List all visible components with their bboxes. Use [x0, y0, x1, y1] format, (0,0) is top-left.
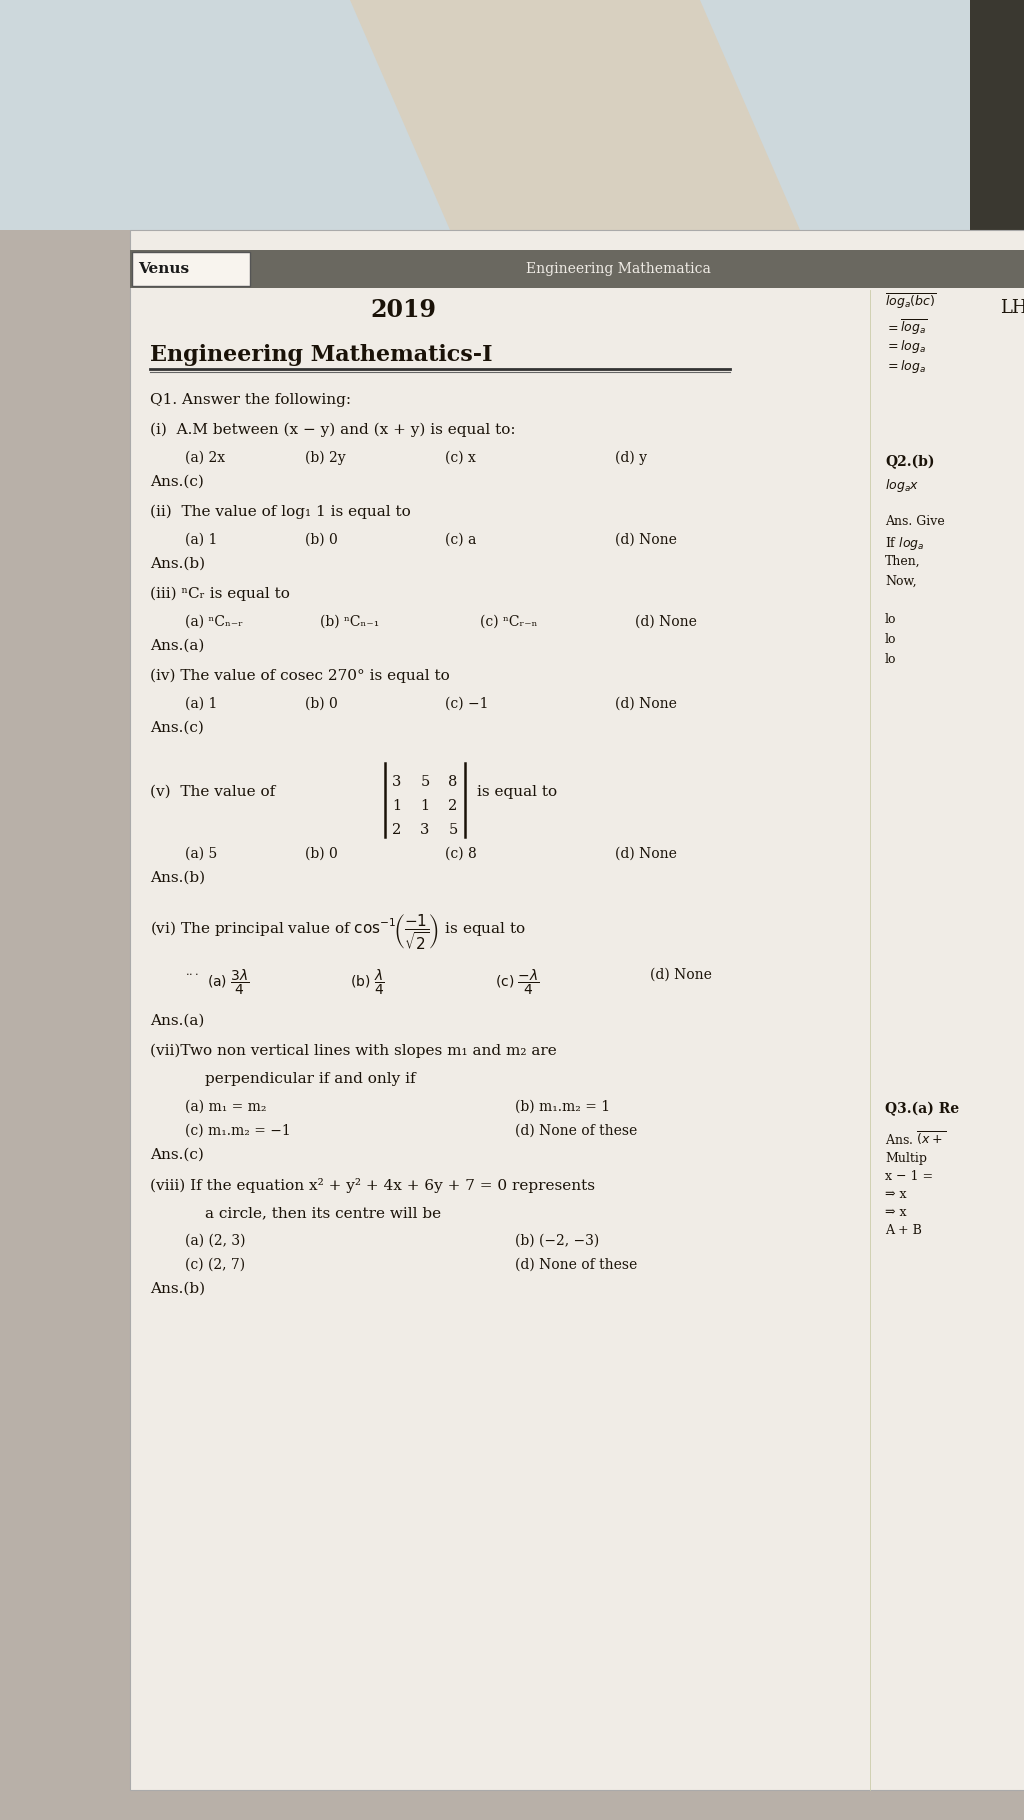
- Text: (a) 1: (a) 1: [185, 533, 217, 548]
- Text: Q1. Answer the following:: Q1. Answer the following:: [150, 393, 351, 408]
- Text: Ans.(c): Ans.(c): [150, 721, 204, 735]
- Text: (d) None: (d) None: [650, 968, 712, 983]
- Text: (d) None: (d) None: [615, 533, 677, 548]
- Polygon shape: [350, 0, 800, 229]
- Text: (c) 8: (c) 8: [445, 846, 477, 861]
- Text: (a) m₁ = m₂: (a) m₁ = m₂: [185, 1099, 266, 1114]
- Bar: [970, 0, 1024, 349]
- Text: 2019: 2019: [371, 298, 436, 322]
- Text: (a) 5: (a) 5: [185, 846, 217, 861]
- Text: Ans.(b): Ans.(b): [150, 1281, 205, 1296]
- Text: 5: 5: [421, 775, 430, 790]
- Text: (c) m₁.m₂ = −1: (c) m₁.m₂ = −1: [185, 1125, 291, 1138]
- Text: Now,: Now,: [885, 575, 916, 588]
- Text: ⇒ x: ⇒ x: [885, 1207, 906, 1219]
- Text: perpendicular if and only if: perpendicular if and only if: [205, 1072, 416, 1087]
- Text: (a) 1: (a) 1: [185, 697, 217, 712]
- Bar: [0, 0, 1024, 229]
- Text: (d) None of these: (d) None of these: [515, 1258, 637, 1272]
- Text: 1: 1: [392, 799, 401, 814]
- Text: Ans.(c): Ans.(c): [150, 1148, 204, 1161]
- Text: lo: lo: [885, 613, 896, 626]
- Text: Ans.(a): Ans.(a): [150, 639, 205, 653]
- Text: (d) None: (d) None: [615, 697, 677, 712]
- Text: ⇒ x: ⇒ x: [885, 1188, 906, 1201]
- Text: $= log_a$: $= log_a$: [885, 359, 926, 375]
- Text: (c) ⁿCᵣ₋ₙ: (c) ⁿCᵣ₋ₙ: [480, 615, 538, 630]
- Text: (c) $\dfrac{-\lambda}{4}$: (c) $\dfrac{-\lambda}{4}$: [495, 968, 540, 997]
- Text: LHS: LHS: [1000, 298, 1024, 317]
- Text: A + B: A + B: [885, 1225, 922, 1238]
- Text: (a) (2, 3): (a) (2, 3): [185, 1234, 246, 1249]
- Text: 8: 8: [449, 775, 458, 790]
- Text: $log_a x$: $log_a x$: [885, 477, 920, 493]
- Text: 1: 1: [421, 799, 429, 814]
- Text: (i)  A.M between (x − y) and (x + y) is equal to:: (i) A.M between (x − y) and (x + y) is e…: [150, 422, 516, 437]
- Text: Venus: Venus: [138, 262, 189, 277]
- Text: If $log_a$: If $log_a$: [885, 535, 925, 551]
- Text: (d) None: (d) None: [615, 846, 677, 861]
- Bar: [130, 229, 1024, 1791]
- Text: (b) $\dfrac{\lambda}{4}$: (b) $\dfrac{\lambda}{4}$: [350, 968, 385, 997]
- Text: 5: 5: [449, 823, 458, 837]
- Text: Q3.(a) Re: Q3.(a) Re: [885, 1101, 959, 1116]
- Text: (b) 0: (b) 0: [305, 846, 338, 861]
- Text: $\cdot\!\cdot\!\cdot$: $\cdot\!\cdot\!\cdot$: [185, 968, 200, 977]
- Bar: [0, 229, 1024, 1820]
- Text: 2: 2: [392, 823, 401, 837]
- Bar: [132, 251, 250, 286]
- Text: $= \overline{log_a}$: $= \overline{log_a}$: [885, 318, 927, 337]
- Text: (iii) ⁿCᵣ is equal to: (iii) ⁿCᵣ is equal to: [150, 588, 290, 601]
- Text: (c) x: (c) x: [445, 451, 476, 464]
- Text: (b) ⁿCₙ₋₁: (b) ⁿCₙ₋₁: [319, 615, 379, 630]
- Text: (v)  The value of: (v) The value of: [150, 784, 275, 799]
- Text: lo: lo: [885, 653, 896, 666]
- Text: (a) ⁿCₙ₋ᵣ: (a) ⁿCₙ₋ᵣ: [185, 615, 243, 630]
- Text: (b) 2y: (b) 2y: [305, 451, 346, 466]
- Text: (b) (−2, −3): (b) (−2, −3): [515, 1234, 599, 1249]
- Text: (c) −1: (c) −1: [445, 697, 488, 712]
- Text: Ans. $\overline{(x+}$: Ans. $\overline{(x+}$: [885, 1130, 946, 1147]
- Text: Ans.(b): Ans.(b): [150, 557, 205, 571]
- Text: a circle, then its centre will be: a circle, then its centre will be: [205, 1207, 441, 1219]
- Text: (d) None: (d) None: [635, 615, 697, 630]
- Text: Ans.(c): Ans.(c): [150, 475, 204, 490]
- Text: is equal to: is equal to: [477, 784, 557, 799]
- Text: Ans. Give: Ans. Give: [885, 515, 945, 528]
- Text: Ans.(a): Ans.(a): [150, 1014, 205, 1028]
- Text: Q2.(b): Q2.(b): [885, 455, 935, 470]
- Text: (vii)Two non vertical lines with slopes m₁ and m₂ are: (vii)Two non vertical lines with slopes …: [150, 1045, 557, 1059]
- Text: (b) 0: (b) 0: [305, 697, 338, 712]
- Text: 3: 3: [420, 823, 430, 837]
- Bar: [130, 249, 1024, 288]
- Text: Then,: Then,: [885, 555, 921, 568]
- Text: Multip: Multip: [885, 1152, 927, 1165]
- Text: (vi) The principal value of $\cos^{-1}\!\!\left(\dfrac{-1}{\sqrt{2}}\right)$ is : (vi) The principal value of $\cos^{-1}\!…: [150, 914, 526, 952]
- Text: Engineering Mathematica: Engineering Mathematica: [526, 262, 711, 277]
- Text: 2: 2: [449, 799, 458, 814]
- Text: Engineering Mathematics-I: Engineering Mathematics-I: [150, 344, 493, 366]
- Text: (viii) If the equation x² + y² + 4x + 6y + 7 = 0 represents: (viii) If the equation x² + y² + 4x + 6y…: [150, 1178, 595, 1192]
- Text: (b) m₁.m₂ = 1: (b) m₁.m₂ = 1: [515, 1099, 610, 1114]
- Text: (a) 2x: (a) 2x: [185, 451, 225, 464]
- Text: (d) None of these: (d) None of these: [515, 1125, 637, 1138]
- Text: lo: lo: [885, 633, 896, 646]
- Text: (d) y: (d) y: [615, 451, 647, 466]
- Text: (c) a: (c) a: [445, 533, 476, 548]
- Text: $\overline{log_a(bc)}$: $\overline{log_a(bc)}$: [885, 291, 936, 311]
- Text: 3: 3: [392, 775, 401, 790]
- Text: (ii)  The value of log₁ 1 is equal to: (ii) The value of log₁ 1 is equal to: [150, 504, 411, 519]
- Text: (c) (2, 7): (c) (2, 7): [185, 1258, 245, 1272]
- Text: (a) $\dfrac{3\lambda}{4}$: (a) $\dfrac{3\lambda}{4}$: [207, 968, 250, 997]
- Text: Ans.(b): Ans.(b): [150, 872, 205, 885]
- Text: $= log_a$: $= log_a$: [885, 339, 926, 355]
- Text: (iv) The value of cosec 270° is equal to: (iv) The value of cosec 270° is equal to: [150, 670, 450, 682]
- Text: x − 1 =: x − 1 =: [885, 1170, 933, 1183]
- Text: (b) 0: (b) 0: [305, 533, 338, 548]
